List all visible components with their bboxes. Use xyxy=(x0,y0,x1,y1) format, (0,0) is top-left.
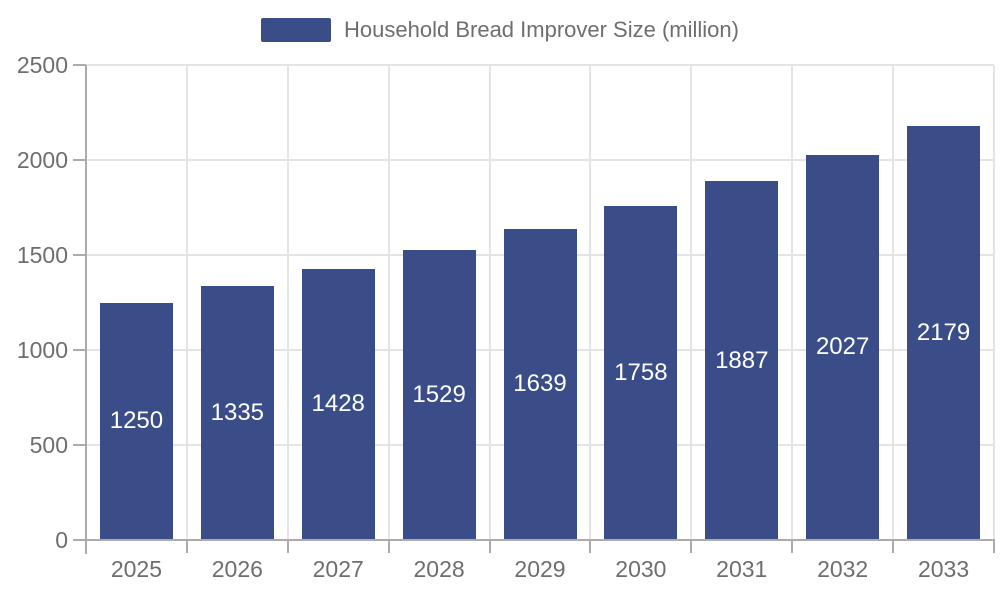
x-axis-tick xyxy=(85,541,87,553)
bar-value-label: 1639 xyxy=(513,370,567,398)
bar xyxy=(301,268,375,540)
y-tick-label: 2500 xyxy=(16,52,68,78)
bar xyxy=(99,302,173,540)
y-axis-tick xyxy=(73,64,86,66)
bar-value-label: 1428 xyxy=(311,390,365,418)
gridline-vertical xyxy=(488,65,491,540)
bar xyxy=(907,126,981,540)
y-axis-tick xyxy=(73,159,86,161)
gridline-vertical xyxy=(892,65,895,540)
bar-value-label: 1250 xyxy=(109,407,164,435)
bar-value-label: 1887 xyxy=(715,346,769,374)
y-tick-label: 1500 xyxy=(16,242,68,268)
x-tick-label: 2032 xyxy=(817,556,869,582)
y-axis-tick xyxy=(73,254,86,256)
gridline-vertical xyxy=(993,65,995,540)
y-tick-label: 500 xyxy=(29,432,68,458)
gridline-horizontal xyxy=(86,64,994,66)
x-axis-tick xyxy=(589,541,592,553)
bar xyxy=(705,181,779,540)
legend-label: Household Bread Improver Size (million) xyxy=(344,17,739,42)
bar-value-label: 1529 xyxy=(412,380,466,408)
x-axis-tick xyxy=(185,541,188,553)
x-axis-tick xyxy=(488,541,491,553)
bar-value-label: 1758 xyxy=(614,358,668,386)
x-axis-tick xyxy=(286,541,289,553)
x-tick-label: 2030 xyxy=(615,556,667,582)
x-axis-tick xyxy=(690,541,693,553)
gridline-vertical xyxy=(185,65,188,540)
y-tick-label: 0 xyxy=(55,527,68,553)
y-tick-label: 1000 xyxy=(16,337,68,363)
gridline-vertical xyxy=(690,65,693,540)
bar xyxy=(200,286,274,540)
x-tick-label: 2029 xyxy=(514,556,566,582)
x-tick-label: 2031 xyxy=(716,556,768,582)
bar-value-label: 1335 xyxy=(210,399,265,427)
bar xyxy=(503,228,577,540)
x-axis-tick xyxy=(892,541,895,553)
x-tick-label: 2025 xyxy=(110,556,163,582)
y-axis-tick xyxy=(73,444,86,446)
x-tick-label: 2033 xyxy=(917,556,970,582)
y-axis-tick xyxy=(73,349,86,351)
y-axis-tick xyxy=(73,539,86,541)
y-axis-line xyxy=(85,65,87,554)
x-axis-tick xyxy=(993,541,995,553)
bar xyxy=(604,205,678,540)
bar xyxy=(402,249,476,540)
gridline-horizontal xyxy=(86,159,994,161)
x-tick-label: 2026 xyxy=(211,556,263,582)
legend-swatch xyxy=(261,18,332,42)
gridline-vertical xyxy=(791,65,794,540)
gridline-vertical xyxy=(589,65,592,540)
bar-value-label: 2179 xyxy=(916,318,971,346)
x-axis-tick xyxy=(387,541,390,553)
legend-item[interactable]: Household Bread Improver Size (million) xyxy=(0,16,1000,44)
gridline-vertical xyxy=(387,65,390,540)
y-tick-label: 2000 xyxy=(16,147,68,173)
x-axis-tick xyxy=(791,541,794,553)
x-tick-label: 2028 xyxy=(413,556,465,582)
bar xyxy=(806,154,880,540)
plot-area: 1250 1335 1428 1529 1639 1758 1887 2027 2179 xyxy=(86,64,995,540)
x-axis-line xyxy=(85,539,995,541)
bar-value-label: 2027 xyxy=(815,333,870,361)
x-tick-label: 2027 xyxy=(312,556,364,582)
gridline-vertical xyxy=(286,65,289,540)
